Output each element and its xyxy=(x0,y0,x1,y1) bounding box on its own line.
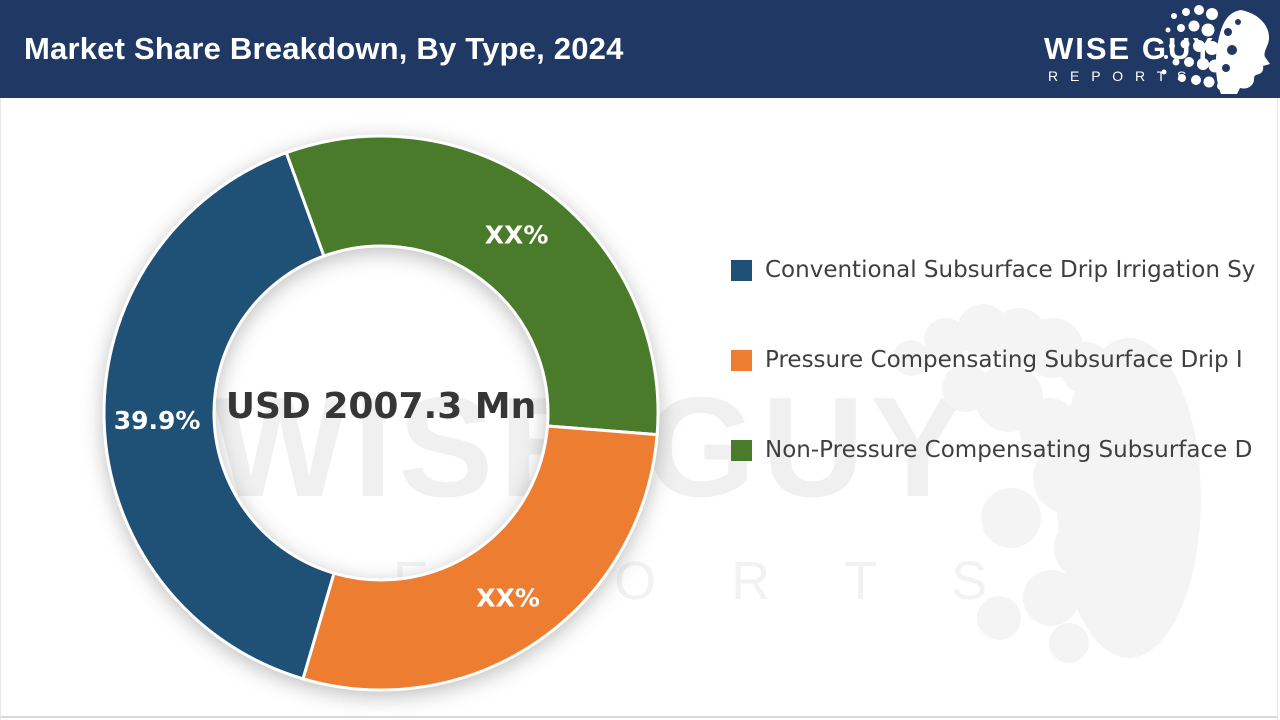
slice-percentage-label: XX% xyxy=(476,583,540,612)
header-bar: Market Share Breakdown, By Type, 2024 WI… xyxy=(0,0,1280,98)
chart-center-value: USD 2007.3 Mn xyxy=(225,386,537,427)
watermark-dotted-head xyxy=(893,304,1201,663)
legend-swatch-orange xyxy=(731,349,752,371)
legend-label: Conventional Subsurface Drip Irrigation … xyxy=(765,257,1256,283)
legend-item-pressure-compensating[interactable]: Pressure Compensating Subsurface Drip I xyxy=(731,338,1255,382)
dotted-head-icon xyxy=(1161,5,1270,94)
legend-label: Pressure Compensating Subsurface Drip I xyxy=(765,347,1243,373)
logo-line2: R E P O R T S xyxy=(1048,68,1190,84)
pie-slice[interactable] xyxy=(301,424,659,692)
legend-swatch-green xyxy=(731,439,752,461)
legend-label: Non-Pressure Compensating Subsurface D xyxy=(765,437,1253,463)
wise-guy-logo: WISE GUY R E P O R T S xyxy=(1044,5,1270,94)
legend-item-conventional[interactable]: Conventional Subsurface Drip Irrigation … xyxy=(731,248,1255,292)
chart-area: WISE GUY R E P O R T S XX% XX% 39.9% USD 2… xyxy=(0,98,1278,720)
page-title: Market Share Breakdown, By Type, 2024 xyxy=(24,31,624,66)
chart-legend: Conventional Subsurface Drip Irrigation … xyxy=(731,248,1255,518)
pie-slice[interactable] xyxy=(102,150,336,681)
donut-chart[interactable]: XX% XX% 39.9% xyxy=(81,113,681,713)
bottom-divider xyxy=(1,716,1277,718)
pie-slice[interactable] xyxy=(284,134,660,437)
legend-item-non-pressure-compensating[interactable]: Non-Pressure Compensating Subsurface D xyxy=(731,428,1255,472)
legend-swatch-blue xyxy=(731,259,752,281)
slice-percentage-label: 39.9% xyxy=(114,406,201,435)
logo-wordmark: WISE GUY R E P O R T S xyxy=(1044,31,1213,84)
slice-percentage-label: XX% xyxy=(485,221,549,250)
